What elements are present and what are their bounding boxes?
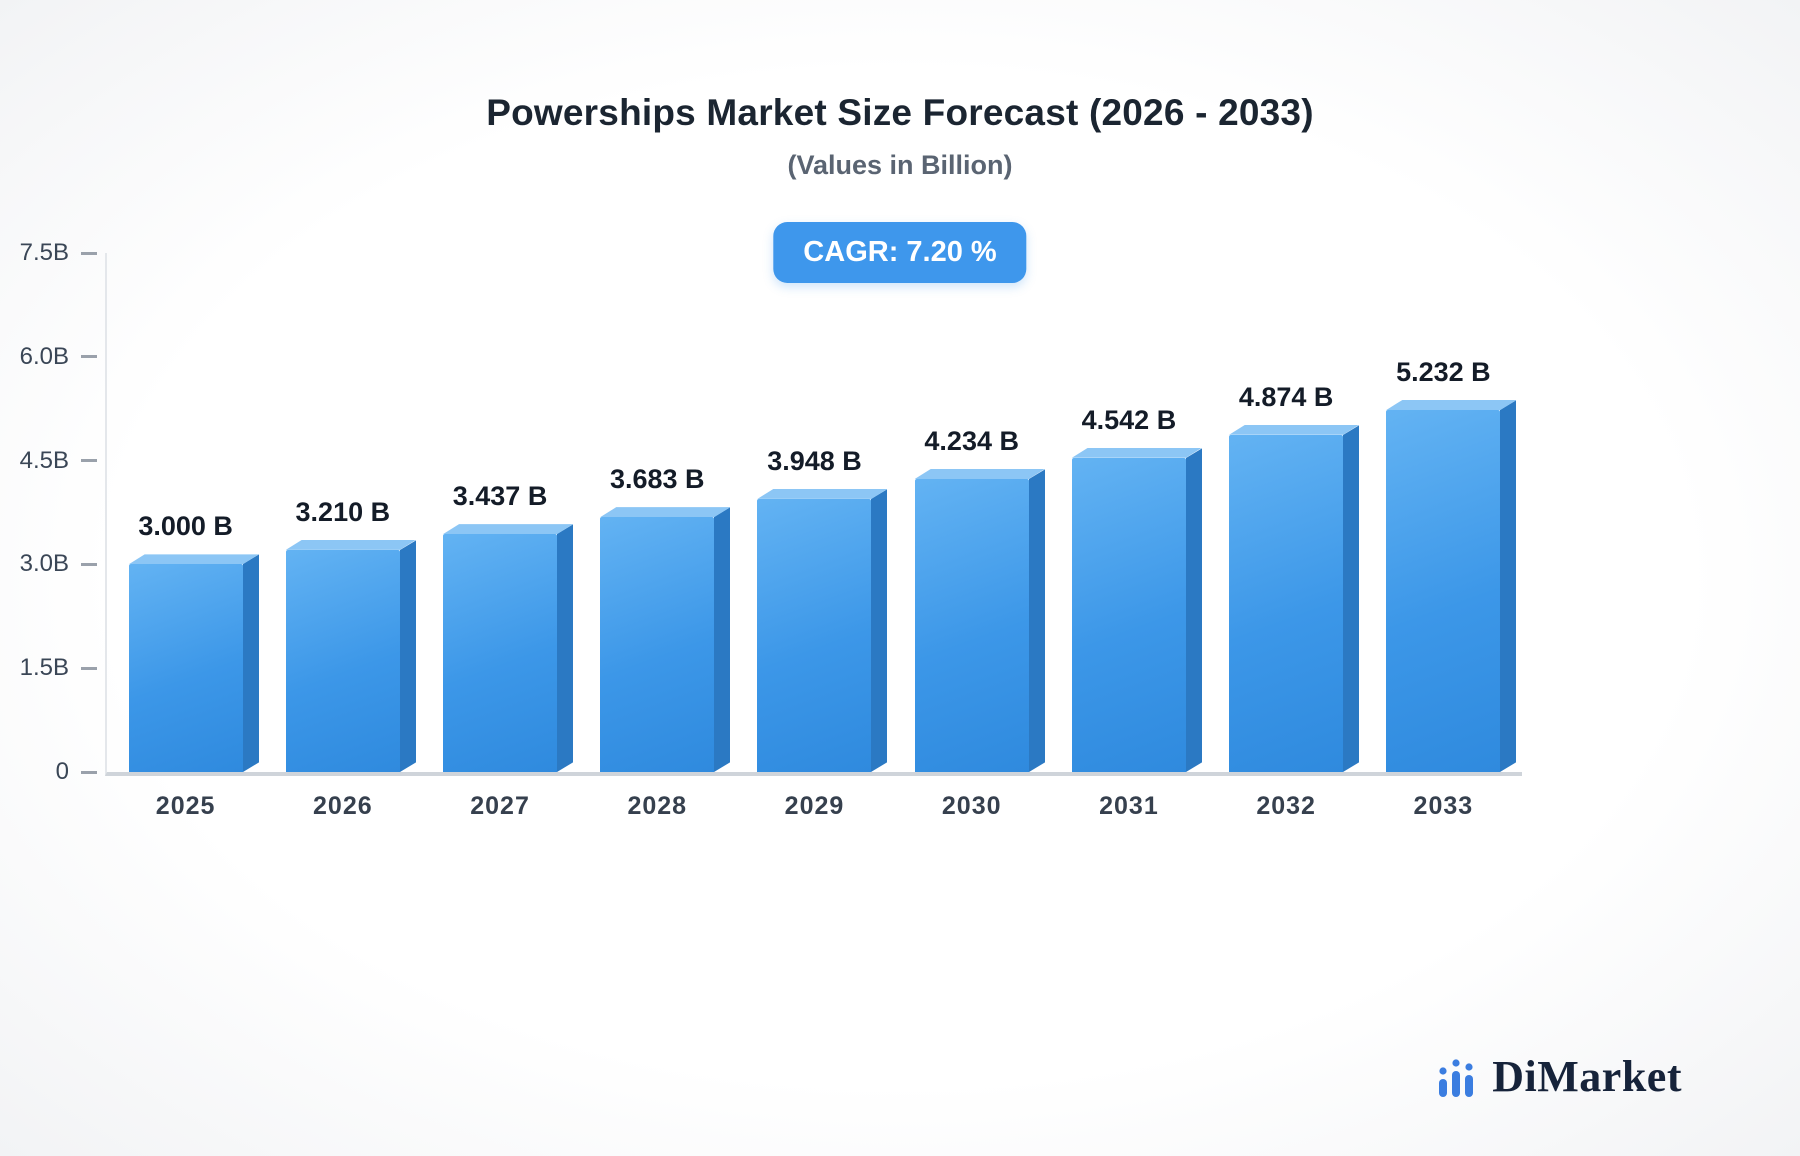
bar-front-face: [757, 498, 872, 772]
logo-text: DiMarket: [1492, 1052, 1682, 1101]
bar-2033: 5.232 B: [1386, 357, 1517, 772]
y-tick-mark: [81, 562, 97, 566]
bar-top-face: [757, 489, 887, 499]
plot-area: 3.000 B 3.210 B 3.437 B 3.683 B 3.948 B 4.234…: [20, 239, 1522, 820]
bar-side-face: [1028, 469, 1045, 772]
bar-side-face: [242, 554, 259, 772]
bar-side-face: [1500, 400, 1517, 772]
bar-2031: 4.542 B: [1071, 405, 1202, 772]
bar-value-label: 4.234 B: [924, 426, 1019, 457]
y-tick-label: 4.5B: [19, 446, 69, 474]
x-tick-label-2025: 2025: [155, 792, 216, 820]
bar-chart-dots-icon: [1439, 1058, 1474, 1097]
bar-value-label: 5.232 B: [1396, 356, 1491, 387]
y-tick-mark: [81, 666, 97, 670]
bar-side-face: [557, 524, 574, 772]
cagr-badge: CAGR: 7.20 %: [773, 222, 1027, 283]
bar-side-face: [399, 540, 416, 772]
y-tick-label: 1.5B: [19, 654, 69, 682]
y-axis-tick: 0: [56, 758, 97, 786]
bar-value-label: 3.948 B: [767, 445, 862, 476]
bar-side-face: [871, 489, 888, 772]
chart-subtitle: (Values in Billion): [787, 150, 1013, 180]
bar-2029: 3.948 B: [757, 446, 888, 772]
bar-front-face: [1386, 409, 1501, 772]
y-axis-tick: 3.0B: [20, 550, 97, 578]
bar-front-face: [128, 564, 243, 772]
bar-front-face: [1071, 457, 1186, 772]
bar-front-face: [443, 534, 558, 772]
y-axis-tick: 7.5B: [20, 239, 97, 267]
bar-top-face: [1229, 425, 1359, 435]
bar-value-label: 3.683 B: [609, 464, 705, 495]
x-tick-label-2032: 2032: [1256, 792, 1316, 820]
bar-front-face: [600, 517, 715, 772]
bar-front-face: [1229, 434, 1344, 772]
y-tick-label: 6.0B: [19, 342, 69, 370]
bar-side-face: [1185, 448, 1202, 772]
bar-2030: 4.234 B: [914, 426, 1045, 772]
chart-title: Powerships Market Size Forecast (2026 - …: [486, 92, 1314, 133]
y-axis-tick: 4.5B: [20, 447, 97, 475]
bar-value-label: 3.437 B: [452, 481, 548, 512]
bar-value-label: 4.874 B: [1238, 381, 1334, 412]
x-axis-labels: 2025 2026 2027 2028 2029 2030 2031 2032 2033: [107, 792, 1522, 821]
y-tick-label: 3.0B: [19, 550, 69, 578]
bar-side-face: [1343, 425, 1360, 772]
bar-top-face: [443, 524, 573, 534]
bar-value-label: 4.542 B: [1081, 404, 1177, 435]
bar-top-face: [600, 507, 730, 517]
x-tick-label-2027: 2027: [470, 792, 530, 820]
bar-top-face: [1386, 400, 1516, 410]
bar-2028: 3.683 B: [600, 464, 731, 772]
bar-2032: 4.874 B: [1229, 382, 1360, 772]
x-tick-label-2030: 2030: [941, 792, 1002, 820]
x-tick-label-2029: 2029: [784, 792, 845, 820]
bar-top-face: [286, 540, 416, 550]
y-tick-label: 7.5B: [19, 239, 69, 266]
bar-value-label: 3.000 B: [138, 511, 233, 542]
bar-top-face: [129, 554, 259, 564]
y-axis-tick: 1.5B: [20, 654, 97, 682]
y-tick-mark: [81, 459, 97, 463]
y-axis-tick: 6.0B: [20, 343, 97, 371]
bar-2026: 3.210 B: [285, 497, 416, 772]
bar-side-face: [714, 507, 731, 772]
x-tick-label-2033: 2033: [1413, 792, 1474, 820]
y-tick-mark: [81, 770, 97, 774]
bar-front-face: [914, 479, 1029, 772]
y-tick-mark: [81, 355, 97, 359]
bar-top-face: [915, 469, 1045, 479]
y-tick-label: 0: [55, 758, 69, 785]
bar-value-label: 3.210 B: [295, 496, 391, 527]
bar-2027: 3.437 B: [443, 481, 574, 772]
bar-front-face: [285, 549, 400, 772]
x-tick-label-2026: 2026: [313, 792, 373, 820]
dimarket-logo: DiMarket: [1432, 1051, 1682, 1102]
y-tick-mark: [81, 251, 97, 255]
x-tick-label-2028: 2028: [627, 792, 688, 820]
bars-container: 3.000 B 3.210 B 3.437 B 3.683 B 3.948 B 4.234…: [107, 253, 1522, 772]
x-tick-label-2031: 2031: [1099, 792, 1159, 820]
bar-2025: 3.000 B: [128, 511, 259, 772]
bar-top-face: [1072, 448, 1202, 458]
